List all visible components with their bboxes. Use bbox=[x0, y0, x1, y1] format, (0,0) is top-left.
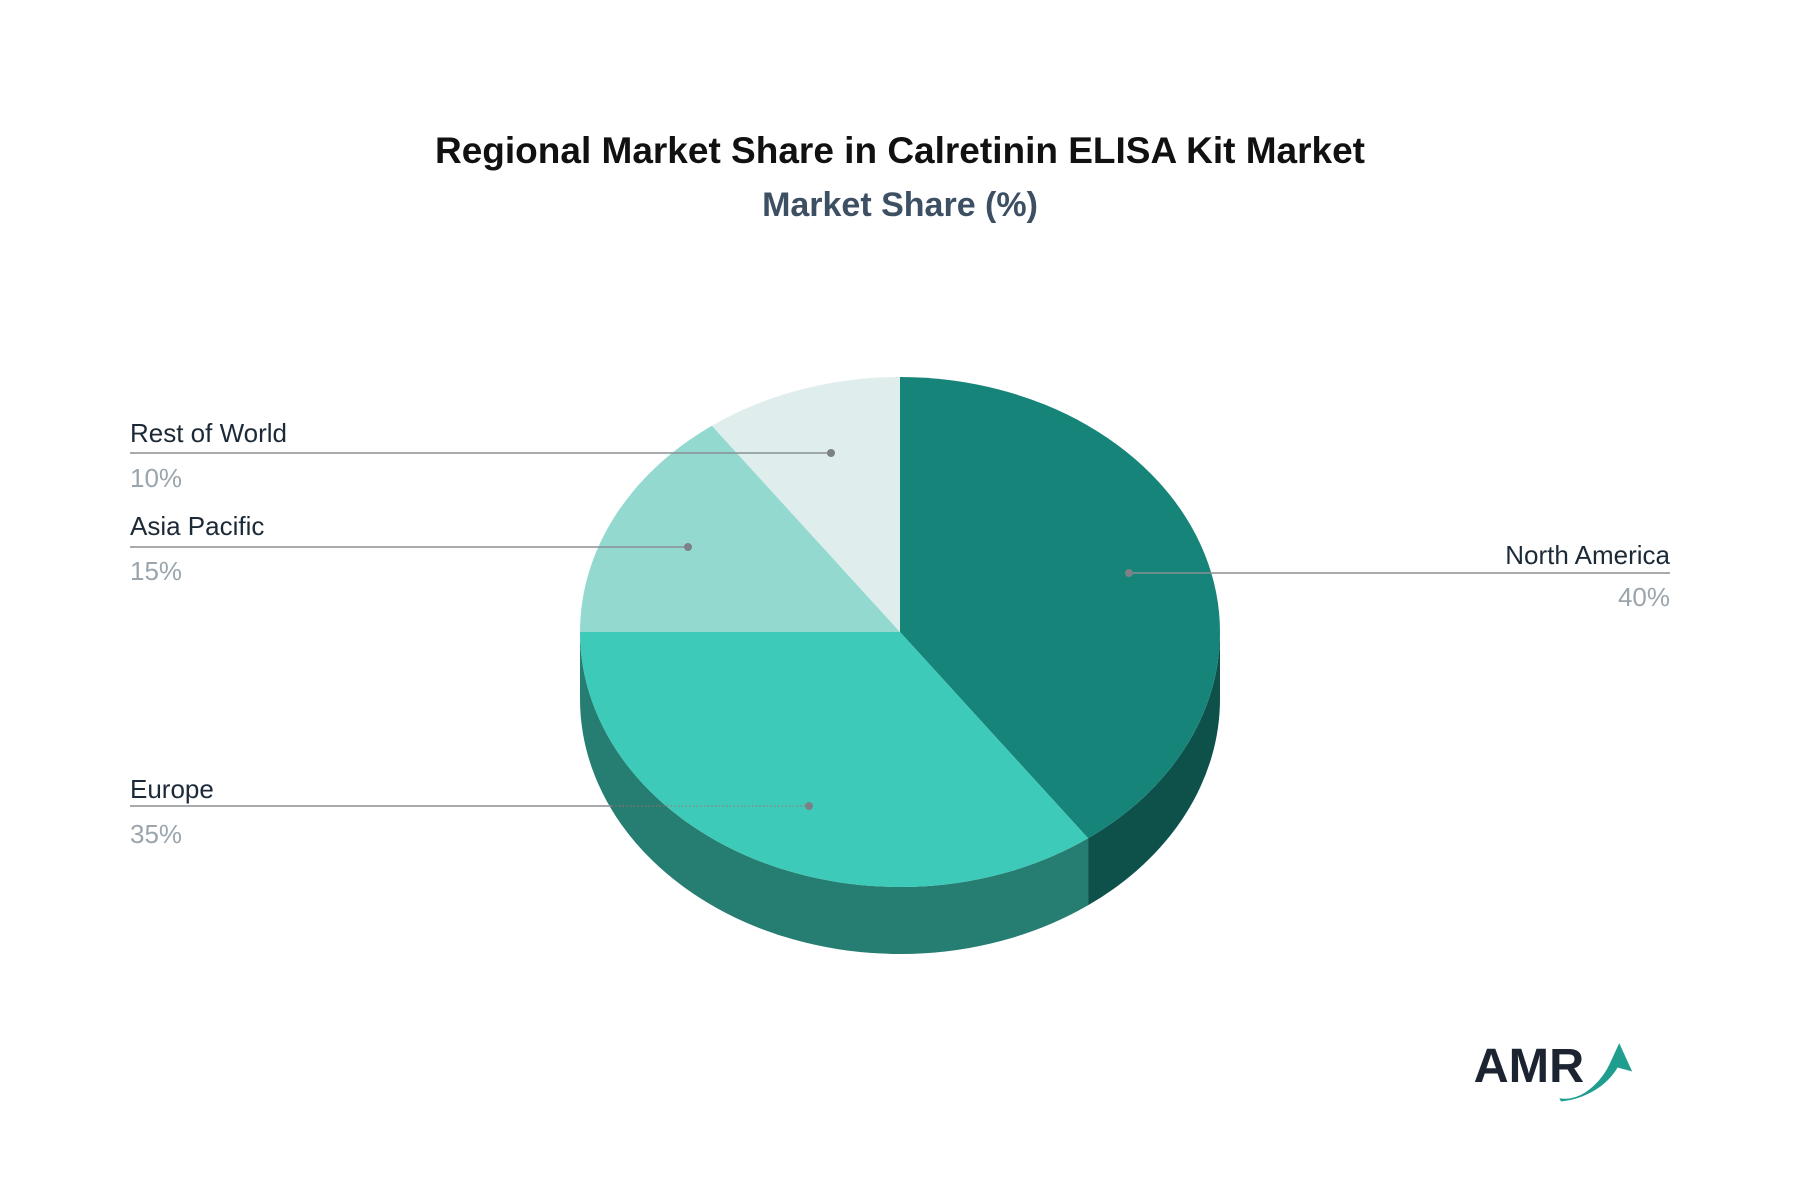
svg-text:AMR: AMR bbox=[1474, 1039, 1585, 1093]
